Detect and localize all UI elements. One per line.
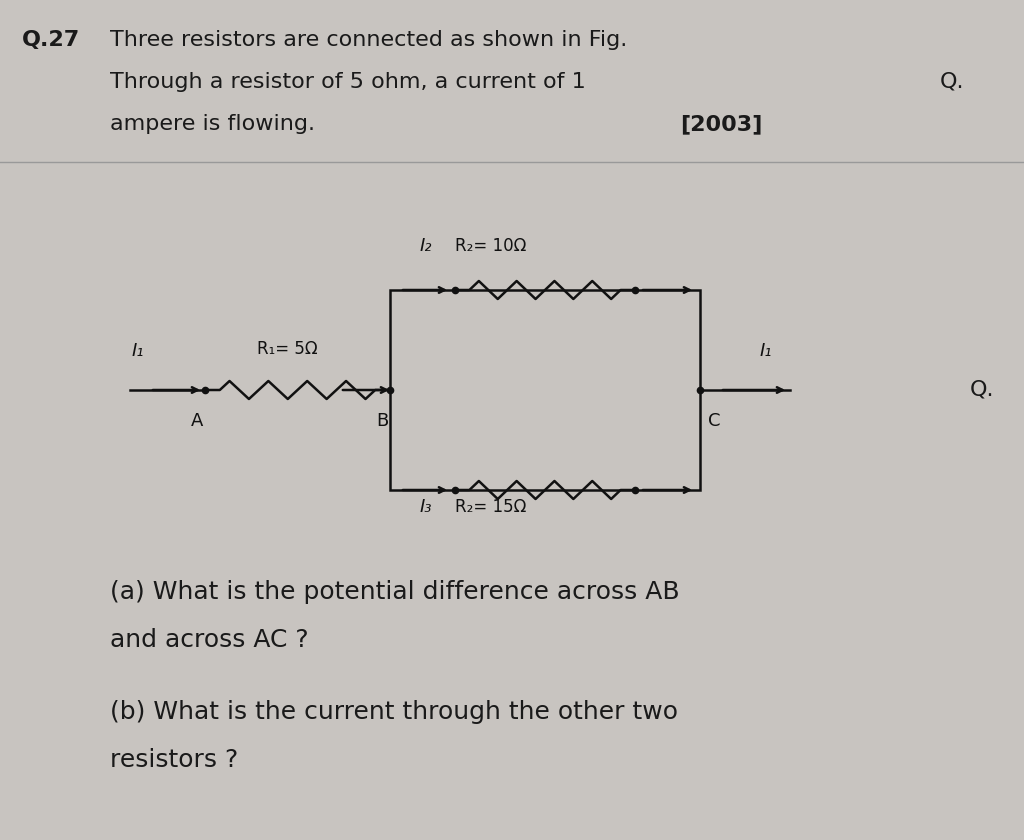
Text: Q.27: Q.27 [22,30,80,50]
Text: ampere is flowing.: ampere is flowing. [110,114,315,134]
Text: I₁: I₁ [760,342,772,360]
Text: (a) What is the potential difference across AB: (a) What is the potential difference acr… [110,580,680,604]
Text: B: B [376,412,388,430]
Text: Q.: Q. [970,380,994,400]
Text: A: A [190,412,203,430]
Text: Three resistors are connected as shown in Fig.: Three resistors are connected as shown i… [110,30,628,50]
Text: Through a resistor of 5 ohm, a current of 1: Through a resistor of 5 ohm, a current o… [110,72,586,92]
Text: Q.: Q. [940,72,965,92]
Text: I₁: I₁ [132,342,144,360]
Text: R₂= 10Ω: R₂= 10Ω [455,237,526,255]
Text: resistors ?: resistors ? [110,748,239,772]
Text: R₂= 15Ω: R₂= 15Ω [455,498,526,516]
Text: and across AC ?: and across AC ? [110,628,308,652]
Text: C: C [708,412,721,430]
Text: [2003]: [2003] [680,114,763,134]
Text: R₁= 5Ω: R₁= 5Ω [257,340,317,358]
Text: I₃: I₃ [420,498,432,516]
Text: (b) What is the current through the other two: (b) What is the current through the othe… [110,700,678,724]
Text: I₂: I₂ [420,237,432,255]
Bar [390,290,700,490]
